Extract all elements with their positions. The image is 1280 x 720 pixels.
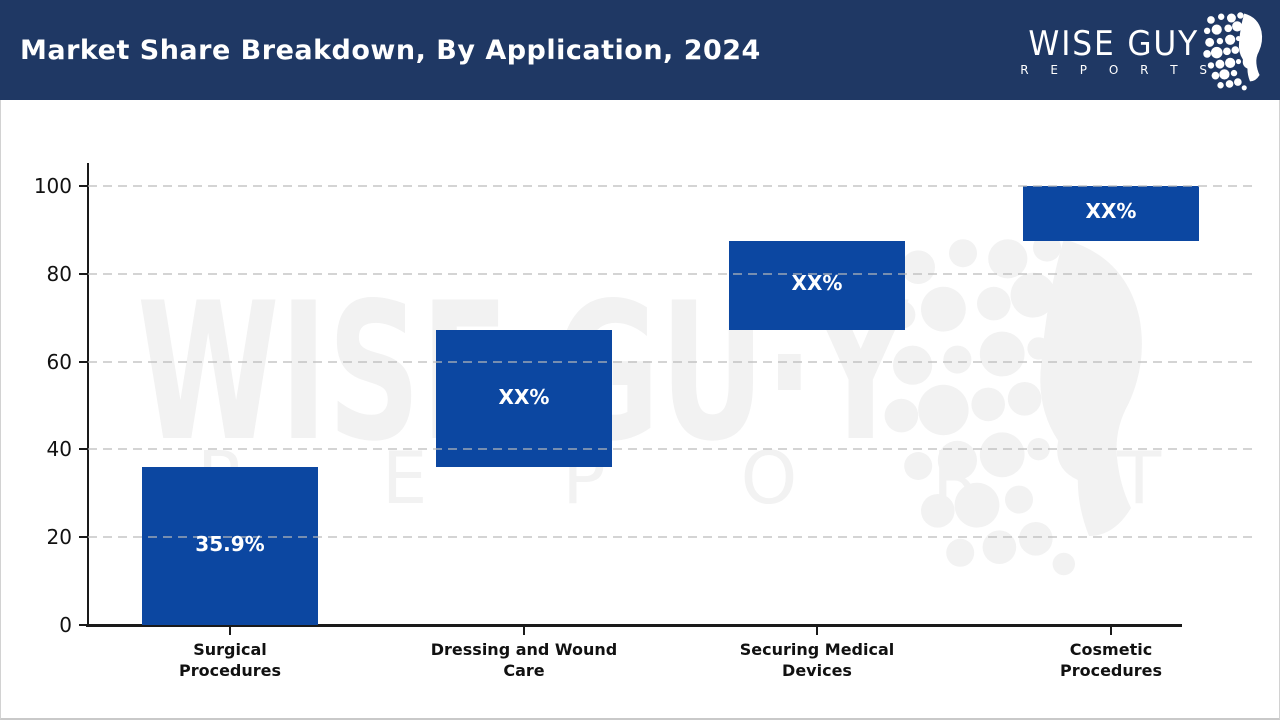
y-tick-label-100: 100	[33, 174, 72, 198]
x-tick-label-surgical-procedures: Surgical Procedures	[178, 640, 282, 680]
y-tick-mark-60	[79, 360, 87, 363]
bar-surgical-procedures	[142, 467, 318, 625]
logo-head-icon	[1203, 12, 1263, 91]
y-tick-label-40: 40	[46, 437, 72, 462]
gridline-100	[88, 185, 1258, 187]
y-axis-line	[87, 163, 89, 627]
y-tick-mark-20	[79, 536, 87, 539]
gridline-80	[88, 272, 1258, 275]
x-tick-label-securing-medical-devices: Securing Medical Devices	[739, 640, 895, 680]
x-tick-mark-cosmetic-procedures	[1110, 626, 1112, 635]
y-tick-mark-0	[79, 624, 87, 626]
bar-cosmetic-procedures	[1023, 186, 1199, 241]
page-title: Market Share Breakdown, By Application, …	[20, 34, 761, 66]
y-tick-label-80: 80	[46, 261, 72, 286]
gridline-60	[88, 360, 1258, 363]
y-tick-label-0: 0	[59, 613, 72, 637]
y-tick-label-20: 20	[46, 525, 72, 550]
logo-subtitle: R E P O R T S	[1020, 62, 1216, 77]
bar-securing-medical-devices	[729, 240, 905, 330]
y-tick-mark-40	[79, 448, 87, 451]
bar-value-label-dressing-and-wound-care: XX%	[498, 384, 550, 409]
gridline-20	[88, 536, 1258, 539]
gridline-40	[88, 448, 1258, 451]
logo-wordmark: WISE GUY	[1028, 23, 1199, 64]
x-tick-label-dressing-and-wound-care: Dressing and Wound Care	[430, 640, 618, 680]
header-bar: Market Share Breakdown, By Application, …	[0, 0, 1280, 100]
bar-dressing-and-wound-care	[436, 329, 612, 468]
x-tick-mark-dressing-and-wound-care	[523, 626, 525, 635]
y-tick-mark-100	[79, 185, 87, 187]
x-tick-mark-securing-medical-devices	[816, 626, 818, 635]
x-tick-mark-surgical-procedures	[229, 626, 231, 635]
x-axis-line	[86, 624, 1182, 627]
bar-value-label-cosmetic-procedures: XX%	[1085, 199, 1137, 224]
x-tick-label-cosmetic-procedures: Cosmetic Procedures	[1059, 640, 1163, 680]
y-tick-mark-80	[79, 272, 87, 275]
bar-value-label-surgical-procedures: 35.9%	[195, 532, 265, 557]
logo: WISE GUY R E P O R T S	[1011, 6, 1266, 96]
bar-value-label-securing-medical-devices: XX%	[791, 271, 843, 296]
y-tick-label-60: 60	[46, 349, 72, 374]
logo-text: WISE GUY R E P O R T S	[1011, 26, 1216, 77]
